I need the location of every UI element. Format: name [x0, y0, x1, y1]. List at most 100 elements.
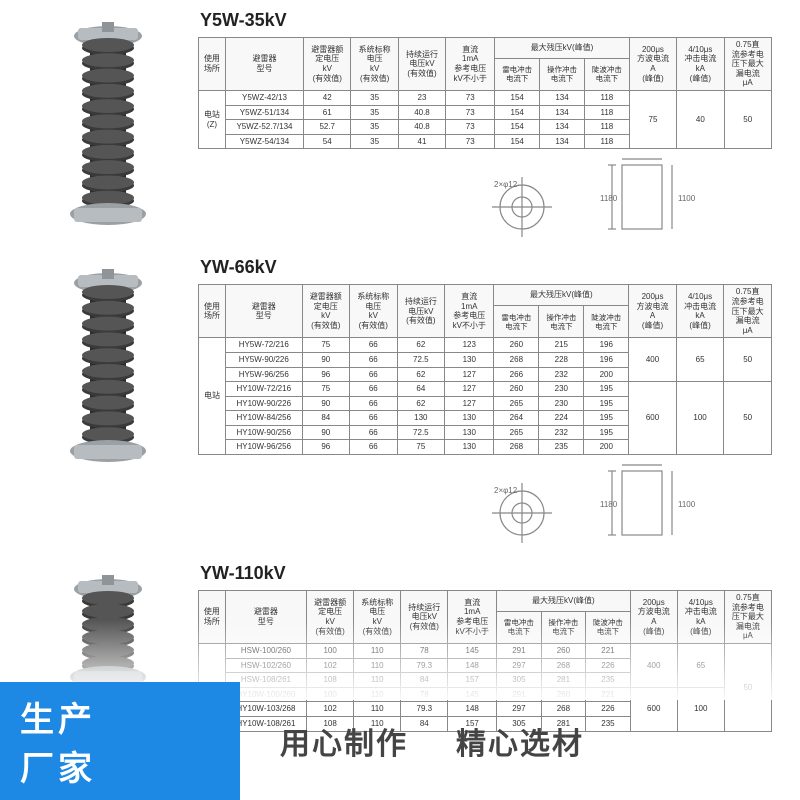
spec-cell: 195 — [584, 411, 629, 426]
spec-cell: 65 — [677, 644, 724, 688]
col-header: 0.75直流参考电压下最大漏电流μA — [724, 591, 771, 644]
spec-cell: 73 — [446, 105, 495, 120]
spec-cell: 118 — [584, 105, 629, 120]
spec-cell: 66 — [350, 425, 398, 440]
col-header: 4/10μs冲击电流kA(峰值) — [677, 38, 724, 91]
col-header: 避雷器型号 — [225, 285, 302, 338]
spec-cell: 228 — [539, 352, 584, 367]
spec-cell: 84 — [302, 411, 350, 426]
banner-line1: 生产 — [20, 692, 240, 741]
col-header: 200μs方波电流A(峰值) — [629, 38, 676, 91]
banner-slogans: 用心制作 精心选材 — [240, 719, 800, 763]
spec-cell: 134 — [540, 120, 585, 135]
spec-cell: 40.8 — [398, 105, 445, 120]
spec-cell: 226 — [586, 658, 631, 673]
spec-cell: Y5WZ-51/134 — [225, 105, 303, 120]
spec-cell: 127 — [445, 396, 494, 411]
spec-row: 电站HSW-100/260100110781452912602214006550 — [199, 644, 772, 659]
spec-cell: 264 — [494, 411, 539, 426]
spec-cell: 134 — [540, 134, 585, 149]
spec-cell: 221 — [586, 644, 631, 659]
spec-cell: 65 — [676, 338, 724, 382]
spec-cell: 50 — [724, 382, 772, 455]
col-header: 200μs方波电流A(峰值) — [629, 285, 677, 338]
spec-cell: Y5WZ-42/13 — [225, 90, 303, 105]
spec-cell: HY5W-96/256 — [225, 367, 302, 382]
spec-cell: 66 — [350, 411, 398, 426]
spec-col: Y5W-35kV 使用场所避雷器型号避雷器额定电压kV(有效值)系统标称电压kV… — [188, 10, 772, 237]
col-subheader: 陡波冲击电流下 — [584, 305, 629, 337]
svg-text:1100: 1100 — [678, 500, 696, 509]
spec-row: 电站(Z)Y5WZ-42/1342352373154134118754050 — [199, 90, 772, 105]
spec-cell: 73 — [446, 134, 495, 149]
spec-cell: 154 — [495, 134, 540, 149]
spec-cell: 266 — [494, 367, 539, 382]
spec-cell: 61 — [304, 105, 351, 120]
usage-cell: 电站(Z) — [199, 90, 226, 148]
spec-cell: 72.5 — [397, 352, 445, 367]
spec-cell: 268 — [494, 352, 539, 367]
spec-cell: 90 — [302, 396, 350, 411]
spec-cell: 110 — [354, 658, 401, 673]
spec-cell: 100 — [676, 382, 724, 455]
col-header: 持续运行电压kV(有效值) — [401, 591, 448, 644]
col-header: 直流1mA参考电压kV不小于 — [448, 591, 497, 644]
spec-cell: 64 — [397, 382, 445, 397]
col-header: 系统标称电压kV(有效值) — [354, 591, 401, 644]
spec-cell: 96 — [302, 367, 350, 382]
spec-cell: 42 — [304, 90, 351, 105]
col-header: 4/10μs冲击电流kA(峰值) — [677, 591, 724, 644]
col-header: 持续运行电压kV(有效值) — [398, 38, 445, 91]
col-header: 4/10μs冲击电流kA(峰值) — [676, 285, 724, 338]
banner-left-badge: 生产 厂家 — [0, 692, 240, 790]
col-header: 避雷器额定电压kV(有效值) — [304, 38, 351, 91]
spec-cell: 79.3 — [401, 658, 448, 673]
spec-cell: 66 — [350, 338, 398, 353]
product-image-col — [28, 10, 188, 230]
tech-diagram: 2×φ12 1180 1100 — [198, 157, 772, 237]
col-group-header: 最大残压kV(峰值) — [495, 38, 629, 59]
svg-text:2×φ12: 2×φ12 — [494, 486, 518, 495]
spec-cell: 265 — [494, 396, 539, 411]
col-group-header: 最大残压kV(峰值) — [497, 591, 631, 612]
spec-cell: 260 — [541, 644, 586, 659]
col-subheader: 操作冲击电流下 — [539, 305, 584, 337]
spec-cell: 200 — [584, 440, 629, 455]
col-header: 避雷器额定电压kV(有效值) — [307, 591, 354, 644]
spec-cell: 230 — [539, 396, 584, 411]
spec-cell: 23 — [398, 90, 445, 105]
product-section: Y5W-35kV 使用场所避雷器型号避雷器额定电压kV(有效值)系统标称电压kV… — [28, 10, 772, 237]
spec-cell: HY10W-90/256 — [225, 425, 302, 440]
spec-cell: 75 — [629, 90, 676, 148]
spec-cell: 232 — [539, 425, 584, 440]
spec-cell: 154 — [495, 90, 540, 105]
spec-cell: 35 — [351, 105, 398, 120]
spec-cell: 196 — [584, 352, 629, 367]
spec-col: YW-66kV 使用场所避雷器型号避雷器额定电压kV(有效值)系统标称电压kV(… — [188, 257, 772, 543]
spec-cell: HY10W-90/226 — [225, 396, 302, 411]
spec-cell: 232 — [539, 367, 584, 382]
spec-cell: 123 — [445, 338, 494, 353]
spec-cell: 154 — [495, 120, 540, 135]
col-header: 使用场所 — [199, 38, 226, 91]
spec-cell: 400 — [630, 644, 677, 688]
spec-cell: 230 — [539, 382, 584, 397]
spec-cell: 102 — [307, 658, 354, 673]
spec-cell: 130 — [445, 425, 494, 440]
spec-cell: 118 — [584, 120, 629, 135]
spec-cell: 73 — [446, 120, 495, 135]
section-title: YW-110kV — [200, 563, 772, 584]
col-header: 0.75直流参考电压下最大漏电流μA — [724, 38, 771, 91]
spec-cell: 118 — [584, 90, 629, 105]
spec-cell: 297 — [497, 658, 542, 673]
spec-cell: 195 — [584, 382, 629, 397]
spec-cell: 90 — [302, 352, 350, 367]
spec-cell: 66 — [350, 382, 398, 397]
spec-cell: 75 — [397, 440, 445, 455]
col-subheader: 陡波冲击电流下 — [586, 611, 631, 643]
spec-cell: 215 — [539, 338, 584, 353]
spec-cell: 96 — [302, 440, 350, 455]
col-header: 避雷器额定电压kV(有效值) — [302, 285, 350, 338]
spec-cell: 195 — [584, 396, 629, 411]
col-header: 持续运行电压kV(有效值) — [397, 285, 445, 338]
